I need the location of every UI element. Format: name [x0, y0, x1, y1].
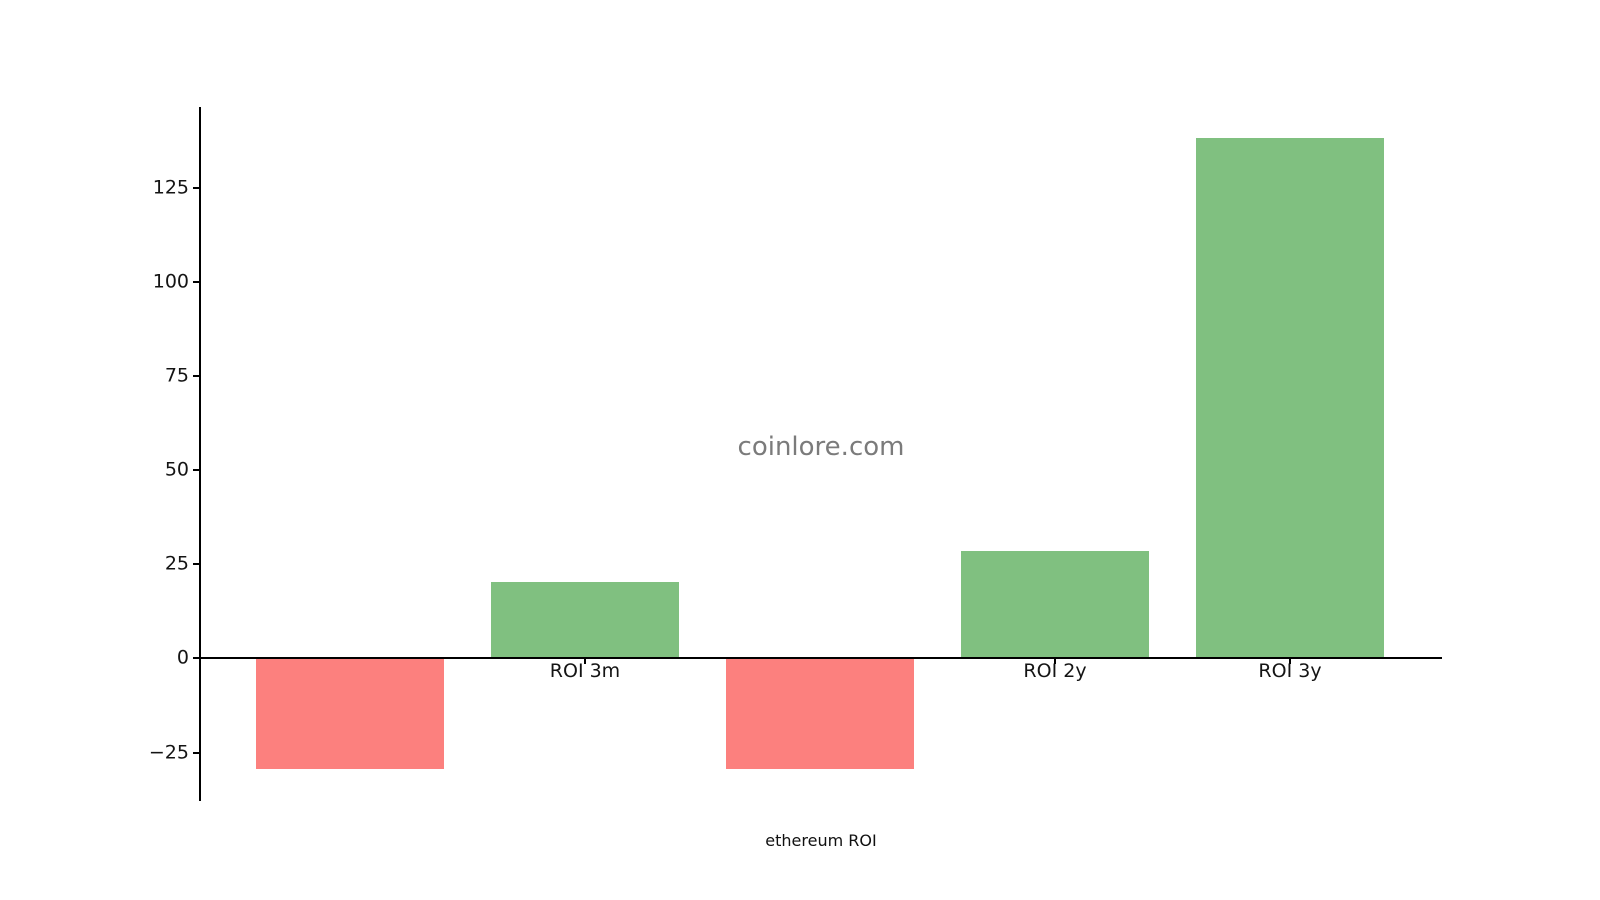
x-tick-label: ROI 3m — [549, 660, 621, 682]
y-tick-mark — [193, 563, 200, 566]
y-tick-mark — [193, 469, 200, 472]
y-tick-label: 25 — [164, 552, 189, 575]
x-tick-mark — [584, 659, 586, 664]
y-tick-mark — [193, 280, 200, 283]
y-tick-mark — [193, 657, 200, 660]
bar-unlabeled-0 — [256, 658, 444, 770]
x-tick-label: ROI 2y — [1023, 660, 1087, 682]
bar-unlabeled-2 — [726, 658, 914, 770]
x-tick-mark — [1054, 659, 1056, 664]
y-axis-spine — [199, 107, 201, 801]
y-tick-label: 0 — [176, 646, 189, 669]
x-tick-mark — [1289, 659, 1291, 664]
y-tick-mark — [193, 751, 200, 754]
x-tick-label: ROI 3y — [1258, 660, 1322, 682]
y-tick-mark — [193, 186, 200, 189]
x-axis-label: ethereum ROI — [765, 831, 877, 850]
bar-roi-2y — [961, 551, 1149, 659]
y-tick-mark — [193, 374, 200, 377]
y-tick-label: −25 — [148, 741, 189, 764]
y-tick-label: 100 — [152, 270, 189, 293]
bar-roi-3m — [491, 581, 679, 659]
watermark: coinlore.com — [737, 432, 905, 462]
y-tick-label: 75 — [164, 364, 189, 387]
y-tick-label: 50 — [164, 458, 189, 481]
y-tick-label: 125 — [152, 176, 189, 199]
bar-roi-3y — [1196, 138, 1384, 659]
x-axis-zero-line — [199, 657, 1442, 659]
